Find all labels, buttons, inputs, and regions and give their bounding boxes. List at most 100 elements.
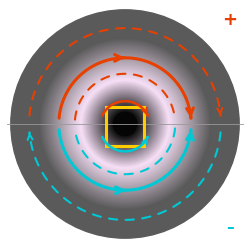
Circle shape	[102, 101, 148, 147]
Circle shape	[43, 42, 207, 206]
Circle shape	[61, 60, 189, 188]
Circle shape	[70, 69, 180, 179]
Circle shape	[97, 96, 153, 152]
Circle shape	[124, 123, 126, 125]
Circle shape	[51, 50, 199, 198]
Circle shape	[102, 100, 148, 148]
Circle shape	[77, 76, 173, 172]
Circle shape	[66, 65, 184, 183]
Circle shape	[61, 60, 189, 188]
Circle shape	[112, 111, 138, 137]
Circle shape	[48, 48, 202, 200]
Circle shape	[103, 102, 147, 146]
Circle shape	[53, 52, 197, 196]
Circle shape	[112, 111, 138, 137]
Circle shape	[88, 87, 162, 161]
Circle shape	[121, 120, 129, 128]
Circle shape	[70, 68, 180, 180]
Circle shape	[43, 42, 207, 206]
Circle shape	[86, 86, 164, 162]
Circle shape	[94, 93, 156, 155]
Circle shape	[101, 100, 149, 148]
Circle shape	[111, 110, 139, 138]
Circle shape	[72, 71, 178, 177]
Circle shape	[102, 101, 148, 147]
Circle shape	[40, 39, 209, 209]
Circle shape	[94, 93, 156, 155]
Circle shape	[57, 56, 193, 192]
Circle shape	[98, 97, 152, 151]
Circle shape	[93, 92, 157, 156]
Circle shape	[106, 105, 144, 143]
Circle shape	[73, 72, 177, 176]
Circle shape	[115, 114, 135, 134]
Circle shape	[119, 118, 131, 130]
Circle shape	[94, 93, 156, 155]
Circle shape	[99, 98, 151, 150]
Circle shape	[123, 122, 127, 126]
Circle shape	[68, 66, 182, 182]
Circle shape	[85, 84, 165, 164]
Circle shape	[65, 64, 185, 184]
Circle shape	[56, 55, 194, 193]
Circle shape	[83, 82, 167, 166]
Circle shape	[104, 103, 146, 145]
Circle shape	[120, 119, 130, 129]
Circle shape	[46, 44, 204, 204]
Circle shape	[112, 111, 138, 137]
Circle shape	[105, 104, 145, 144]
Circle shape	[94, 93, 156, 155]
Circle shape	[114, 113, 136, 135]
Circle shape	[120, 120, 130, 128]
Circle shape	[60, 59, 190, 189]
Circle shape	[87, 86, 163, 162]
Circle shape	[92, 91, 158, 157]
Circle shape	[69, 68, 181, 180]
Circle shape	[51, 50, 199, 198]
Circle shape	[96, 95, 154, 153]
Circle shape	[123, 122, 127, 126]
Circle shape	[46, 46, 203, 202]
Circle shape	[62, 61, 188, 187]
Circle shape	[75, 74, 175, 174]
Circle shape	[85, 84, 165, 164]
Circle shape	[97, 96, 153, 152]
Circle shape	[76, 75, 174, 173]
Circle shape	[107, 106, 143, 142]
Circle shape	[59, 58, 191, 190]
Circle shape	[74, 73, 176, 175]
Circle shape	[108, 107, 142, 141]
Circle shape	[75, 74, 175, 174]
Circle shape	[88, 88, 162, 160]
Circle shape	[86, 84, 164, 164]
Circle shape	[41, 40, 209, 208]
Circle shape	[74, 73, 176, 175]
Circle shape	[77, 76, 173, 172]
Circle shape	[101, 100, 149, 148]
Circle shape	[72, 71, 178, 177]
Circle shape	[95, 94, 155, 154]
Circle shape	[82, 81, 168, 167]
Circle shape	[42, 41, 208, 207]
Circle shape	[76, 75, 174, 173]
Circle shape	[59, 58, 191, 190]
Circle shape	[47, 46, 203, 202]
Circle shape	[49, 48, 201, 200]
Circle shape	[78, 76, 172, 172]
Circle shape	[113, 112, 137, 136]
Circle shape	[78, 78, 172, 170]
Circle shape	[40, 39, 210, 209]
Text: –: –	[226, 220, 234, 235]
Circle shape	[58, 57, 192, 191]
Circle shape	[63, 62, 187, 186]
Circle shape	[122, 121, 128, 127]
Circle shape	[64, 63, 186, 185]
Circle shape	[109, 108, 141, 140]
Circle shape	[120, 119, 130, 129]
Circle shape	[110, 108, 140, 140]
Circle shape	[98, 97, 152, 151]
Circle shape	[82, 81, 168, 167]
Circle shape	[107, 106, 143, 142]
Circle shape	[55, 54, 195, 194]
Circle shape	[50, 49, 200, 199]
